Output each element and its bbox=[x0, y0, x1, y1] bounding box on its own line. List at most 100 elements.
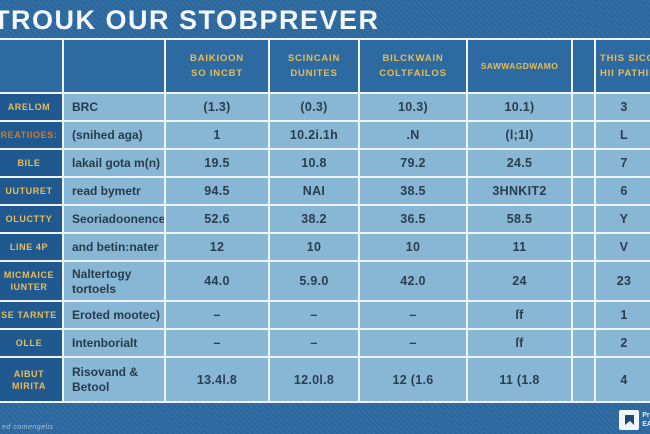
logo-text: Pr EA bbox=[642, 411, 650, 429]
value-cell: Y bbox=[596, 206, 650, 232]
footer-note: ed comengelis bbox=[2, 424, 54, 431]
value-cell: .N bbox=[360, 122, 466, 148]
value-cell: (0.3) bbox=[270, 94, 358, 120]
value-cell: V bbox=[596, 234, 650, 260]
header-cell bbox=[64, 40, 164, 92]
brand-logo: Pr EA bbox=[619, 410, 650, 430]
row-desc: and betin:nater bbox=[64, 234, 164, 260]
header-cell bbox=[573, 40, 594, 92]
value-cell: 4 bbox=[596, 358, 650, 401]
value-cell: 23 bbox=[596, 262, 650, 300]
value-cell: 13.4l.8 bbox=[166, 358, 268, 401]
value-cell: 44.0 bbox=[166, 262, 268, 300]
value-cell bbox=[573, 234, 594, 260]
value-cell: 10 bbox=[360, 234, 466, 260]
row-desc: (snihed aga) bbox=[64, 122, 164, 148]
value-cell: 10.3) bbox=[360, 94, 466, 120]
row-label: REATIIOES: bbox=[0, 122, 62, 148]
value-cell bbox=[573, 358, 594, 401]
value-cell: 24 bbox=[468, 262, 571, 300]
value-cell bbox=[573, 150, 594, 176]
value-cell: 2 bbox=[596, 330, 650, 356]
footer: ed comengelis Pr EA bbox=[0, 403, 650, 434]
value-cell: 42.0 bbox=[360, 262, 466, 300]
value-cell: 52.6 bbox=[166, 206, 268, 232]
row-label: ARELOM bbox=[0, 94, 62, 120]
value-cell: 1 bbox=[166, 122, 268, 148]
value-cell: 24.5 bbox=[468, 150, 571, 176]
value-cell: 94.5 bbox=[166, 178, 268, 204]
value-cell: 58.5 bbox=[468, 206, 571, 232]
value-cell: 12 (1.6 bbox=[360, 358, 466, 401]
value-cell: 1 bbox=[596, 302, 650, 328]
value-cell: 36.5 bbox=[360, 206, 466, 232]
row-label: OLUCTTY bbox=[0, 206, 62, 232]
logo-text-line2: EA bbox=[642, 421, 650, 428]
value-cell: 12.0l.8 bbox=[270, 358, 358, 401]
row-label: UUTURET bbox=[0, 178, 62, 204]
value-cell: (l;1I) bbox=[468, 122, 571, 148]
value-cell: 10.2i.1h bbox=[270, 122, 358, 148]
value-cell: 38.5 bbox=[360, 178, 466, 204]
value-cell: 6 bbox=[596, 178, 650, 204]
header-cell: BAIKIOON SO INCBT bbox=[166, 40, 268, 92]
row-desc: read bymetr bbox=[64, 178, 164, 204]
value-cell: ſf bbox=[468, 330, 571, 356]
logo-icon bbox=[619, 410, 640, 430]
header-cell: BILCKWAIN COLTFAILOS bbox=[360, 40, 466, 92]
row-label: AIBUT MIRITA bbox=[0, 358, 62, 401]
value-cell: 10 bbox=[270, 234, 358, 260]
value-cell: – bbox=[270, 330, 358, 356]
row-label: SE TARNTE bbox=[0, 302, 62, 328]
header-cell: THIS SICOUAHII PATHIR bbox=[596, 40, 650, 92]
header-cell: SAWWAGDWAMO bbox=[468, 40, 571, 92]
row-desc: lakail gota m(n) bbox=[64, 150, 164, 176]
row-label: BILE bbox=[0, 150, 62, 176]
value-cell bbox=[573, 262, 594, 300]
data-table: BAIKIOON SO INCBT SCINCAIN DUNITES BILCKWAIN… bbox=[0, 38, 650, 403]
value-cell: – bbox=[166, 330, 268, 356]
value-cell: 12 bbox=[166, 234, 268, 260]
value-cell: 38.2 bbox=[270, 206, 358, 232]
row-desc: BRC bbox=[64, 94, 164, 120]
value-cell: 3HNKIT2 bbox=[468, 178, 571, 204]
row-label: MICMAICE IUNTER bbox=[0, 262, 62, 300]
value-cell bbox=[573, 330, 594, 356]
value-cell: ſf bbox=[468, 302, 571, 328]
value-cell: 19.5 bbox=[166, 150, 268, 176]
row-label: LINE 4P bbox=[0, 234, 62, 260]
value-cell: 10.8 bbox=[270, 150, 358, 176]
value-cell: 3 bbox=[596, 94, 650, 120]
row-desc: Risovand & Betool bbox=[64, 358, 164, 401]
value-cell: – bbox=[360, 302, 466, 328]
value-cell: 5.9.0 bbox=[270, 262, 358, 300]
header-cell: SCINCAIN DUNITES bbox=[270, 40, 358, 92]
page-title: TROUK OUR STOBPREVER bbox=[0, 5, 380, 35]
value-cell: – bbox=[270, 302, 358, 328]
value-cell: – bbox=[360, 330, 466, 356]
value-cell bbox=[573, 302, 594, 328]
value-cell: – bbox=[166, 302, 268, 328]
title-bar: TROUK OUR STOBPREVER bbox=[0, 0, 650, 38]
logo-text-line1: Pr bbox=[642, 411, 650, 419]
row-desc: Eroted mootec) bbox=[64, 302, 164, 328]
row-label: OLLE bbox=[0, 330, 62, 356]
header-cell bbox=[0, 40, 62, 92]
value-cell: L bbox=[596, 122, 650, 148]
value-cell bbox=[573, 206, 594, 232]
value-cell bbox=[573, 122, 594, 148]
table-grid: BAIKIOON SO INCBT SCINCAIN DUNITES BILCKWAIN… bbox=[0, 38, 650, 403]
value-cell: 7 bbox=[596, 150, 650, 176]
value-cell: (1.3) bbox=[166, 94, 268, 120]
value-cell bbox=[573, 94, 594, 120]
row-desc: Seoriadoonence bbox=[64, 206, 164, 232]
row-desc: Intenborialt bbox=[64, 330, 164, 356]
value-cell: 11 bbox=[468, 234, 571, 260]
value-cell: 79.2 bbox=[360, 150, 466, 176]
row-desc: Naltertogy tortoels bbox=[64, 262, 164, 300]
value-cell bbox=[573, 178, 594, 204]
value-cell: 11 (1.8 bbox=[468, 358, 571, 401]
value-cell: NAI bbox=[270, 178, 358, 204]
value-cell: 10.1) bbox=[468, 94, 571, 120]
